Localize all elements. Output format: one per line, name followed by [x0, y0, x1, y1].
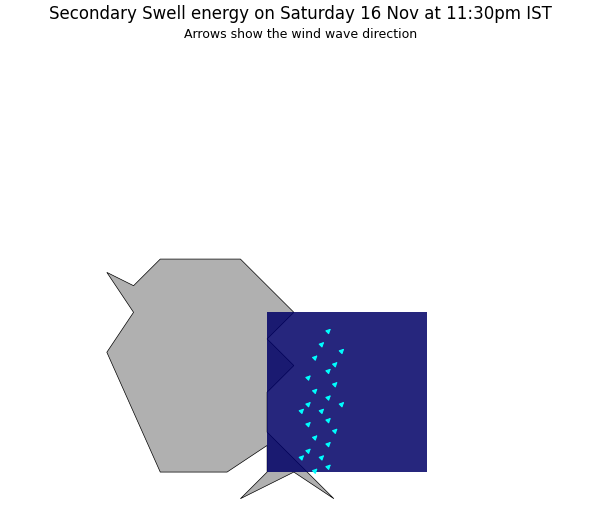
Polygon shape	[107, 259, 334, 499]
Polygon shape	[267, 312, 427, 472]
Text: Arrows show the wind wave direction: Arrows show the wind wave direction	[184, 28, 417, 41]
Text: Secondary Swell energy on Saturday 16 Nov at 11:30pm IST: Secondary Swell energy on Saturday 16 No…	[49, 5, 552, 23]
